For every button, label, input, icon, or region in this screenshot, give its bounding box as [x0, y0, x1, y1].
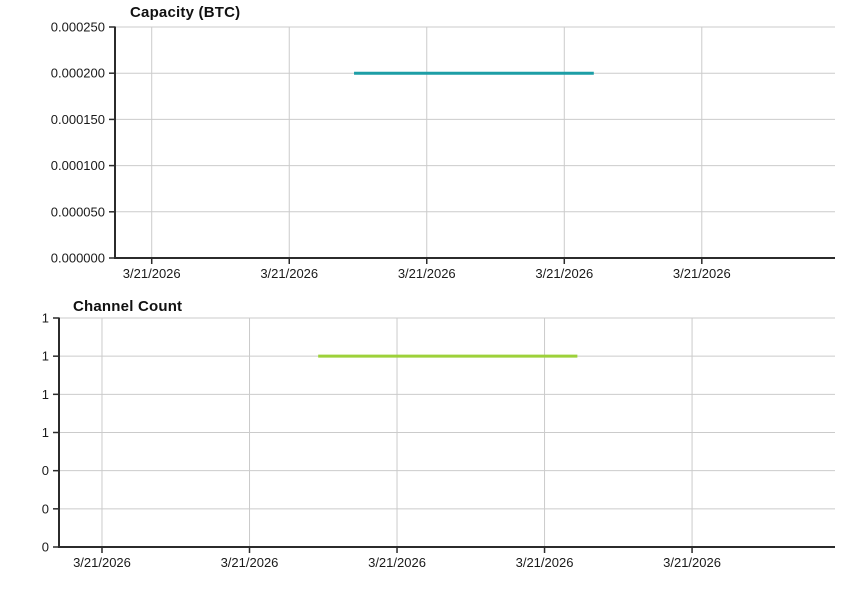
- x-tick-label: 3/21/2026: [398, 266, 456, 281]
- y-tick-label: 1: [42, 387, 49, 402]
- capacity-chart-plot: 3/21/2026 3/21/2026 3/21/2026 3/21/2026 3/21…: [51, 20, 835, 281]
- x-tick-label: 3/21/2026: [221, 555, 279, 570]
- y-tick-label: 1: [42, 311, 49, 326]
- y-tick-label: 0: [42, 463, 49, 478]
- y-tick-label: 0.000250: [51, 20, 105, 35]
- y-tick-label: 1: [42, 425, 49, 440]
- y-tick-label: 0.000000: [51, 251, 105, 266]
- x-tick-label: 3/21/2026: [673, 266, 731, 281]
- channel-count-chart-plot: 3/21/2026 3/21/2026 3/21/2026 3/21/2026 3/21…: [42, 311, 835, 570]
- x-tick-label: 3/21/2026: [516, 555, 574, 570]
- y-tick-label: 0.000150: [51, 112, 105, 127]
- x-tick-label: 3/21/2026: [260, 266, 318, 281]
- capacity-chart: Capacity (BTC) 3/21/2026 3/21/2026 3/21/20…: [0, 0, 860, 295]
- y-tick-label: 0.000200: [51, 66, 105, 81]
- y-tick-label: 0.000100: [51, 158, 105, 173]
- y-tick-label: 0: [42, 501, 49, 516]
- channel-count-chart: Channel Count 3/21/2026 3/21/2026 3/21/202…: [0, 295, 860, 600]
- x-tick-label: 3/21/2026: [663, 555, 721, 570]
- y-tick-label: 0.000050: [51, 204, 105, 219]
- x-tick-label: 3/21/2026: [123, 266, 181, 281]
- y-tick-label: 1: [42, 349, 49, 364]
- channel-count-chart-title: Channel Count: [73, 298, 183, 315]
- x-tick-label: 3/21/2026: [368, 555, 426, 570]
- capacity-chart-title: Capacity (BTC): [130, 4, 241, 21]
- x-tick-label: 3/21/2026: [535, 266, 593, 281]
- y-tick-label: 0: [42, 540, 49, 555]
- x-tick-label: 3/21/2026: [73, 555, 131, 570]
